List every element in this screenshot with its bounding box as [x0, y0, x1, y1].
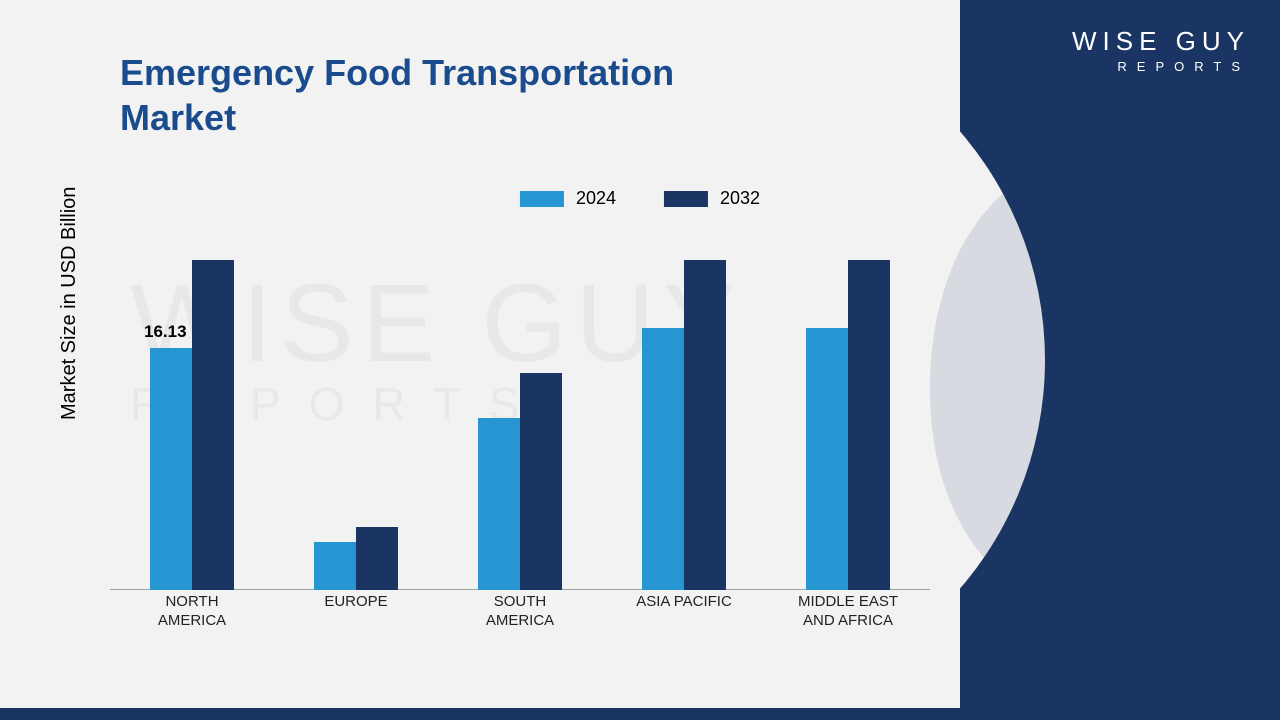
bar-group	[806, 260, 890, 590]
brand-logo: WISE GUY REPORTS	[1072, 26, 1250, 74]
bar-value-label: 16.13	[144, 322, 187, 342]
legend-label-2024: 2024	[576, 188, 616, 209]
bar-group	[642, 260, 726, 590]
category-label: MIDDLE EAST AND AFRICA	[788, 593, 908, 631]
category-label: EUROPE	[296, 593, 416, 631]
bar-2032	[848, 260, 890, 590]
bar-group	[314, 527, 398, 590]
legend: 2024 2032	[520, 188, 760, 209]
bar-groups: 16.13	[110, 220, 930, 590]
legend-swatch-2032	[664, 191, 708, 207]
bar-2032	[192, 260, 234, 590]
y-axis-label: Market Size in USD Billion	[58, 187, 81, 420]
category-label: NORTH AMERICA	[132, 593, 252, 631]
bar-2024	[806, 328, 848, 591]
category-labels: NORTH AMERICA EUROPE SOUTH AMERICA ASIA PAC…	[110, 593, 930, 631]
brand-sub: REPORTS	[1072, 59, 1250, 74]
brand-name: WISE GUY	[1072, 26, 1250, 56]
bar-2024	[150, 348, 192, 590]
footer-bar	[0, 708, 1280, 720]
page-title: Emergency Food Transportation Market	[120, 50, 680, 140]
bar-chart: 16.13	[110, 220, 930, 590]
legend-item-2032: 2032	[664, 188, 760, 209]
legend-item-2024: 2024	[520, 188, 616, 209]
bar-2032	[356, 527, 398, 590]
stage: WISE GUY REPORTS WISE GUY REPORTS Emerge…	[0, 0, 1280, 720]
bar-2024	[314, 542, 356, 590]
bar-group	[478, 373, 562, 591]
legend-swatch-2024	[520, 191, 564, 207]
legend-label-2032: 2032	[720, 188, 760, 209]
bar-2024	[642, 328, 684, 591]
category-label: ASIA PACIFIC	[624, 593, 744, 631]
category-label: SOUTH AMERICA	[460, 593, 580, 631]
bar-group: 16.13	[150, 260, 234, 590]
bar-2032	[684, 260, 726, 590]
bar-2024	[478, 418, 520, 591]
bar-2032	[520, 373, 562, 591]
